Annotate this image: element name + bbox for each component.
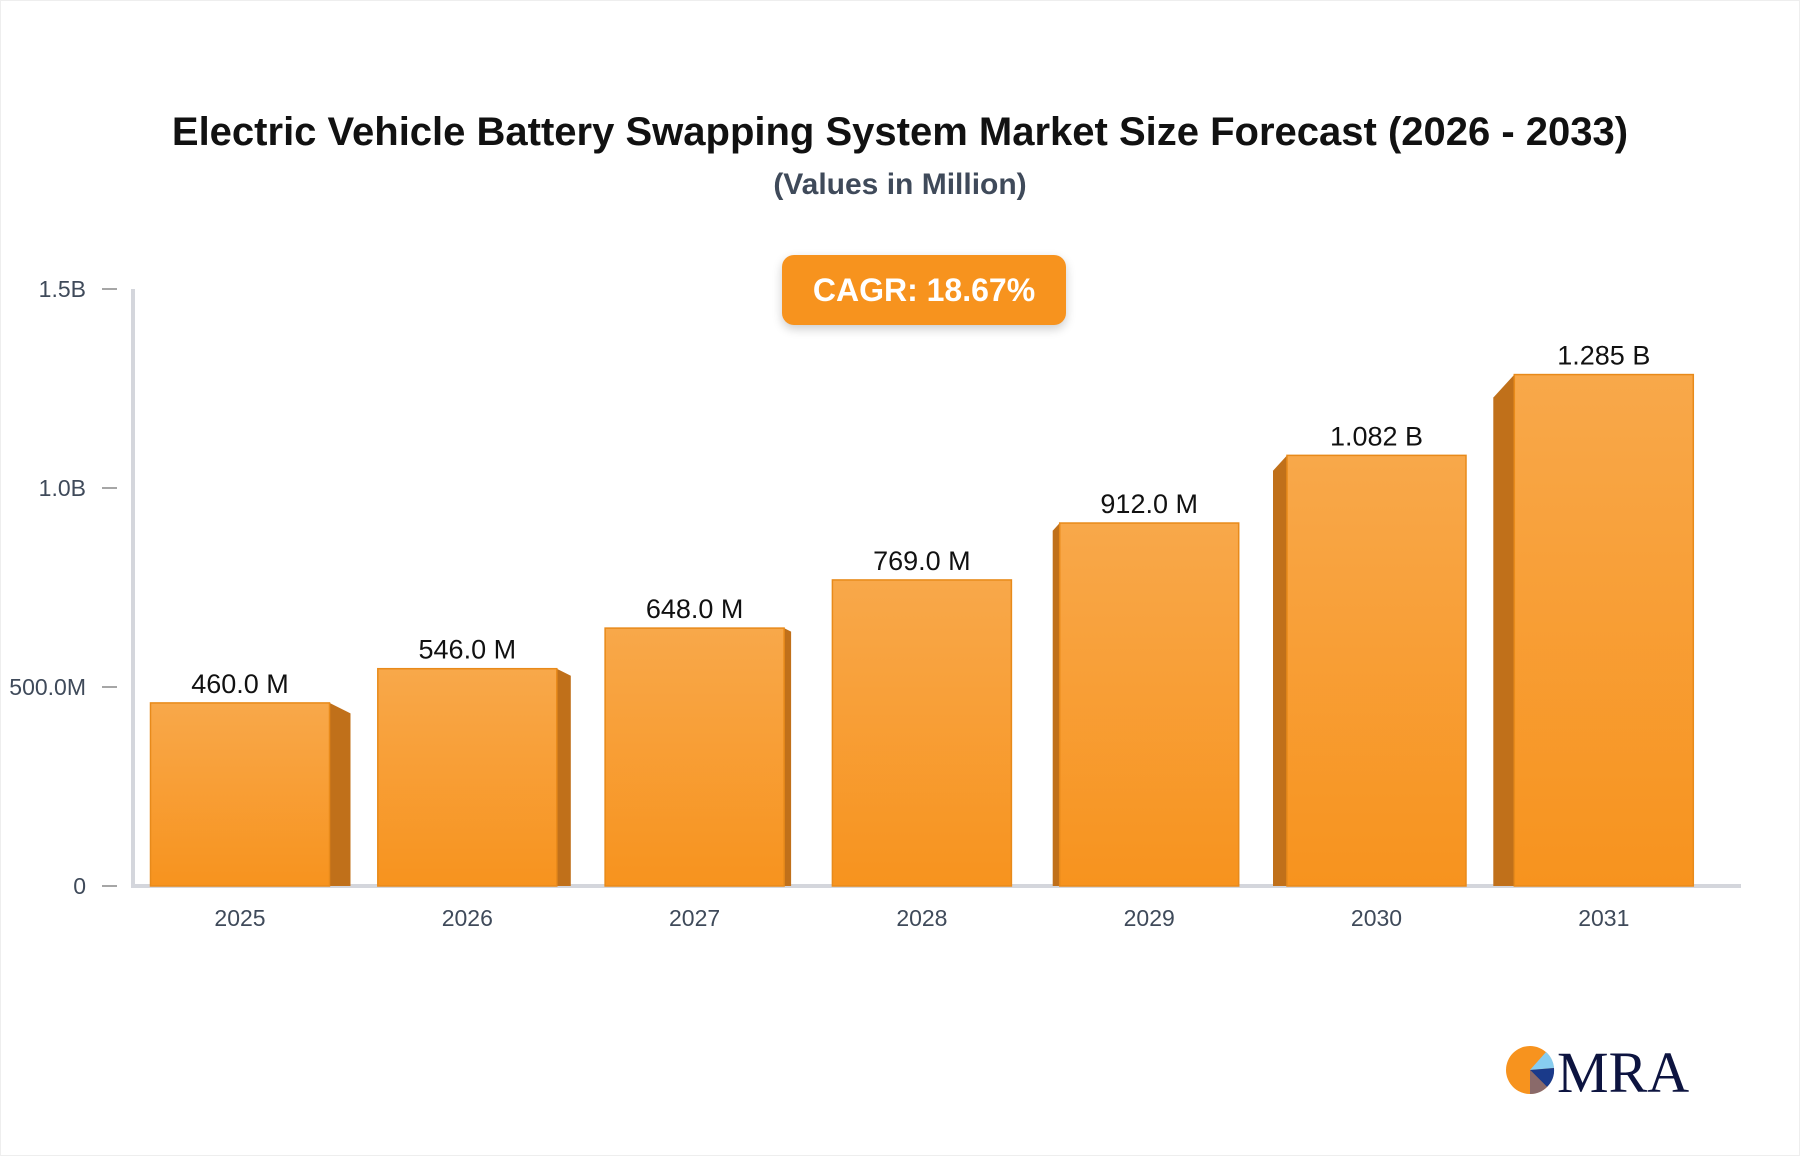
y-tick-label: 0	[73, 873, 86, 899]
bar	[149, 702, 331, 887]
bar	[1513, 373, 1695, 887]
x-tick-label: 2031	[1578, 905, 1629, 931]
svg-text:MRA: MRA	[1557, 1040, 1689, 1102]
data-label: 546.0 M	[419, 635, 517, 665]
mra-logo: MRA	[1506, 1040, 1689, 1102]
bar-side	[329, 702, 351, 886]
x-tick-label: 2028	[896, 905, 947, 931]
chart-subtitle: (Values in Million)	[773, 168, 1027, 201]
bar-side	[1273, 455, 1287, 886]
bar	[377, 667, 558, 887]
bar	[1286, 454, 1467, 887]
data-label: 912.0 M	[1100, 489, 1198, 519]
y-tick-label: 1.0B	[39, 475, 86, 501]
x-tick-label: 2026	[442, 905, 493, 931]
data-label: 769.0 M	[873, 546, 971, 576]
x-tick-label: 2030	[1351, 905, 1402, 931]
bar	[831, 579, 1013, 887]
data-label: 1.082 B	[1330, 421, 1423, 451]
y-tick-label: 1.5B	[39, 276, 86, 302]
x-tick-label: 2027	[669, 905, 720, 931]
data-label: 648.0 M	[646, 594, 744, 624]
x-tick-label: 2029	[1124, 905, 1175, 931]
bar-side	[1493, 374, 1515, 886]
bar-side	[784, 628, 792, 886]
bar	[604, 627, 785, 887]
bar-side	[556, 668, 571, 886]
bar	[1058, 522, 1240, 887]
bar-side	[1052, 523, 1060, 886]
data-label: 1.285 B	[1557, 341, 1650, 371]
y-tick-label: 500.0M	[9, 674, 86, 700]
data-label: 460.0 M	[191, 669, 289, 699]
cagr-badge: CAGR: 18.67%	[782, 255, 1066, 325]
chart-title: Electric Vehicle Battery Swapping System…	[171, 110, 1629, 154]
x-tick-label: 2025	[214, 905, 265, 931]
